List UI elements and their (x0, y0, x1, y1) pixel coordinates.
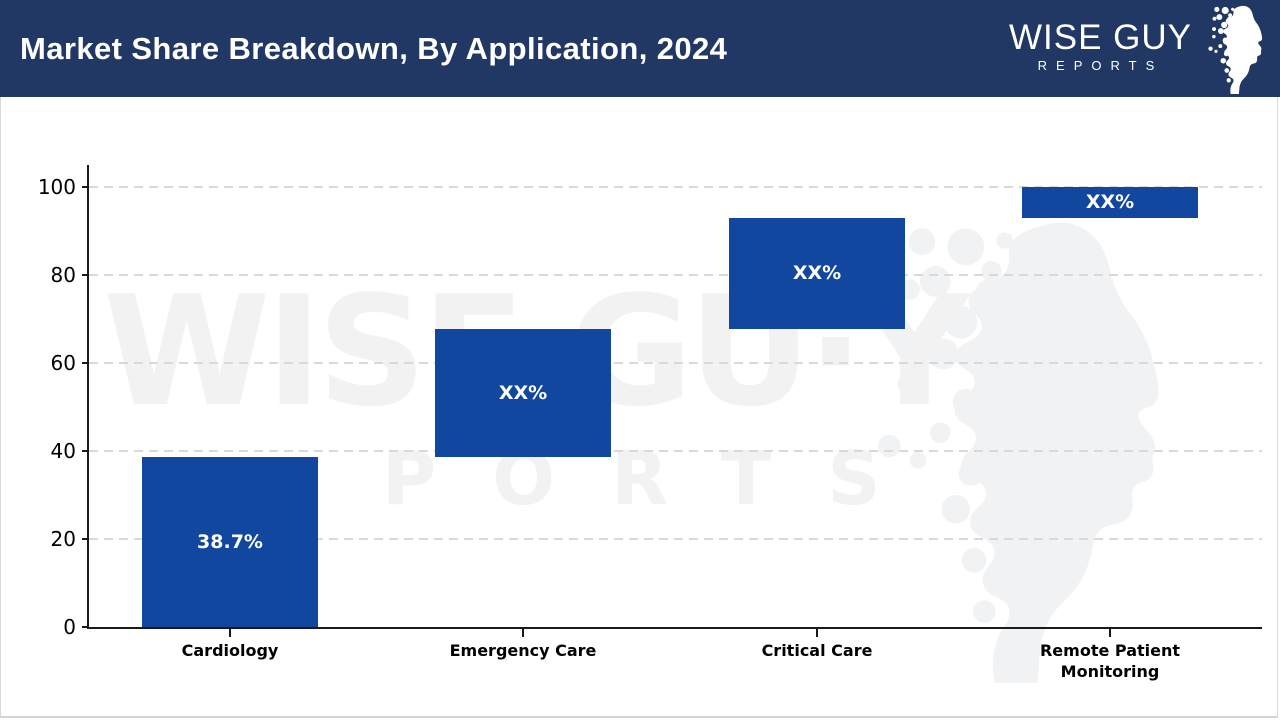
y-axis-line (87, 165, 89, 629)
category-label: Emergency Care (449, 641, 597, 660)
gridline-80 (89, 274, 1262, 276)
logo-subtitle: REPORTS (1037, 58, 1164, 73)
category-label: Remote Patient Monitoring (1039, 641, 1181, 681)
bar-value-label: XX% (792, 262, 842, 285)
y-tick-label: 100 (37, 175, 76, 199)
bar-value-label: XX% (498, 381, 548, 404)
bar-0 (142, 456, 318, 627)
logo-text: WISE GUY REPORTS (1009, 20, 1192, 74)
y-tick-label: 80 (50, 263, 76, 287)
y-tick-label: 0 (63, 615, 76, 639)
y-tick-60 (82, 362, 89, 364)
gridline-60 (89, 362, 1262, 364)
y-tick-100 (82, 186, 89, 188)
watermark-face-icon (878, 222, 1159, 683)
gridline-100 (89, 186, 1262, 188)
y-tick-20 (82, 538, 89, 540)
bar-value-label: XX% (1085, 191, 1135, 214)
x-tick-3 (1109, 629, 1111, 637)
logo-wordmark: WISE GUY (1008, 18, 1192, 57)
logo-face-icon (1208, 5, 1263, 94)
bar-3 (1022, 187, 1198, 218)
bar-2 (729, 217, 905, 330)
x-tick-1 (522, 629, 524, 637)
gridline-20 (89, 538, 1262, 540)
y-tick-label: 60 (50, 351, 76, 375)
wise-guy-reports-logo: WISE GUY REPORTS (1009, 0, 1270, 97)
category-label: Critical Care (761, 641, 873, 660)
x-axis-line (87, 627, 1262, 629)
bar-1 (435, 329, 611, 457)
gridline-40 (89, 450, 1262, 452)
y-tick-0 (82, 626, 89, 628)
x-tick-2 (816, 629, 818, 637)
y-tick-80 (82, 274, 89, 276)
bar-value-label: 38.7% (197, 530, 263, 553)
y-tick-label: 20 (50, 527, 76, 551)
page-title: Market Share Breakdown, By Application, … (20, 30, 728, 66)
x-tick-0 (229, 629, 231, 637)
header-bar: Market Share Breakdown, By Application, … (0, 0, 1280, 97)
category-label: Cardiology (181, 641, 279, 660)
y-tick-label: 40 (50, 439, 76, 463)
y-tick-40 (82, 450, 89, 452)
chart-card (0, 97, 1278, 718)
